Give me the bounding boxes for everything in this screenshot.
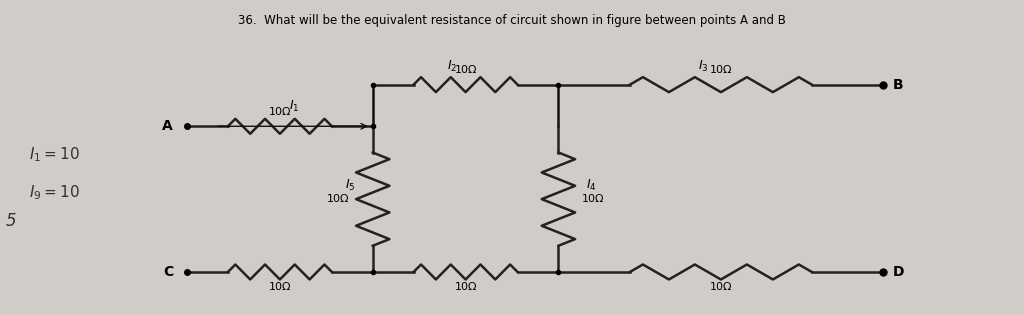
Text: 5: 5 xyxy=(6,212,16,230)
Text: $I_1 = 10$: $I_1 = 10$ xyxy=(30,146,80,164)
Text: C: C xyxy=(163,265,173,279)
Text: 10Ω: 10Ω xyxy=(455,66,477,76)
Text: 10Ω: 10Ω xyxy=(268,282,291,292)
Text: 10Ω: 10Ω xyxy=(268,107,291,117)
Text: 10Ω: 10Ω xyxy=(455,282,477,292)
Text: $I_2$: $I_2$ xyxy=(447,59,458,74)
Text: B: B xyxy=(893,78,903,92)
Text: A: A xyxy=(163,119,173,133)
Text: $I_1$: $I_1$ xyxy=(289,99,300,114)
Text: 10Ω: 10Ω xyxy=(710,282,732,292)
Text: $I_5$: $I_5$ xyxy=(345,178,355,193)
Text: $I_4$: $I_4$ xyxy=(587,178,597,193)
Text: D: D xyxy=(893,265,904,279)
Text: 36.  What will be the equivalent resistance of circuit shown in figure between p: 36. What will be the equivalent resistan… xyxy=(238,14,786,27)
Text: 10Ω: 10Ω xyxy=(582,194,604,204)
Text: 10Ω: 10Ω xyxy=(327,194,349,204)
Text: $I_3$: $I_3$ xyxy=(697,59,709,74)
Text: 10Ω: 10Ω xyxy=(710,66,732,76)
Text: $I_9 = 10$: $I_9 = 10$ xyxy=(30,183,80,202)
